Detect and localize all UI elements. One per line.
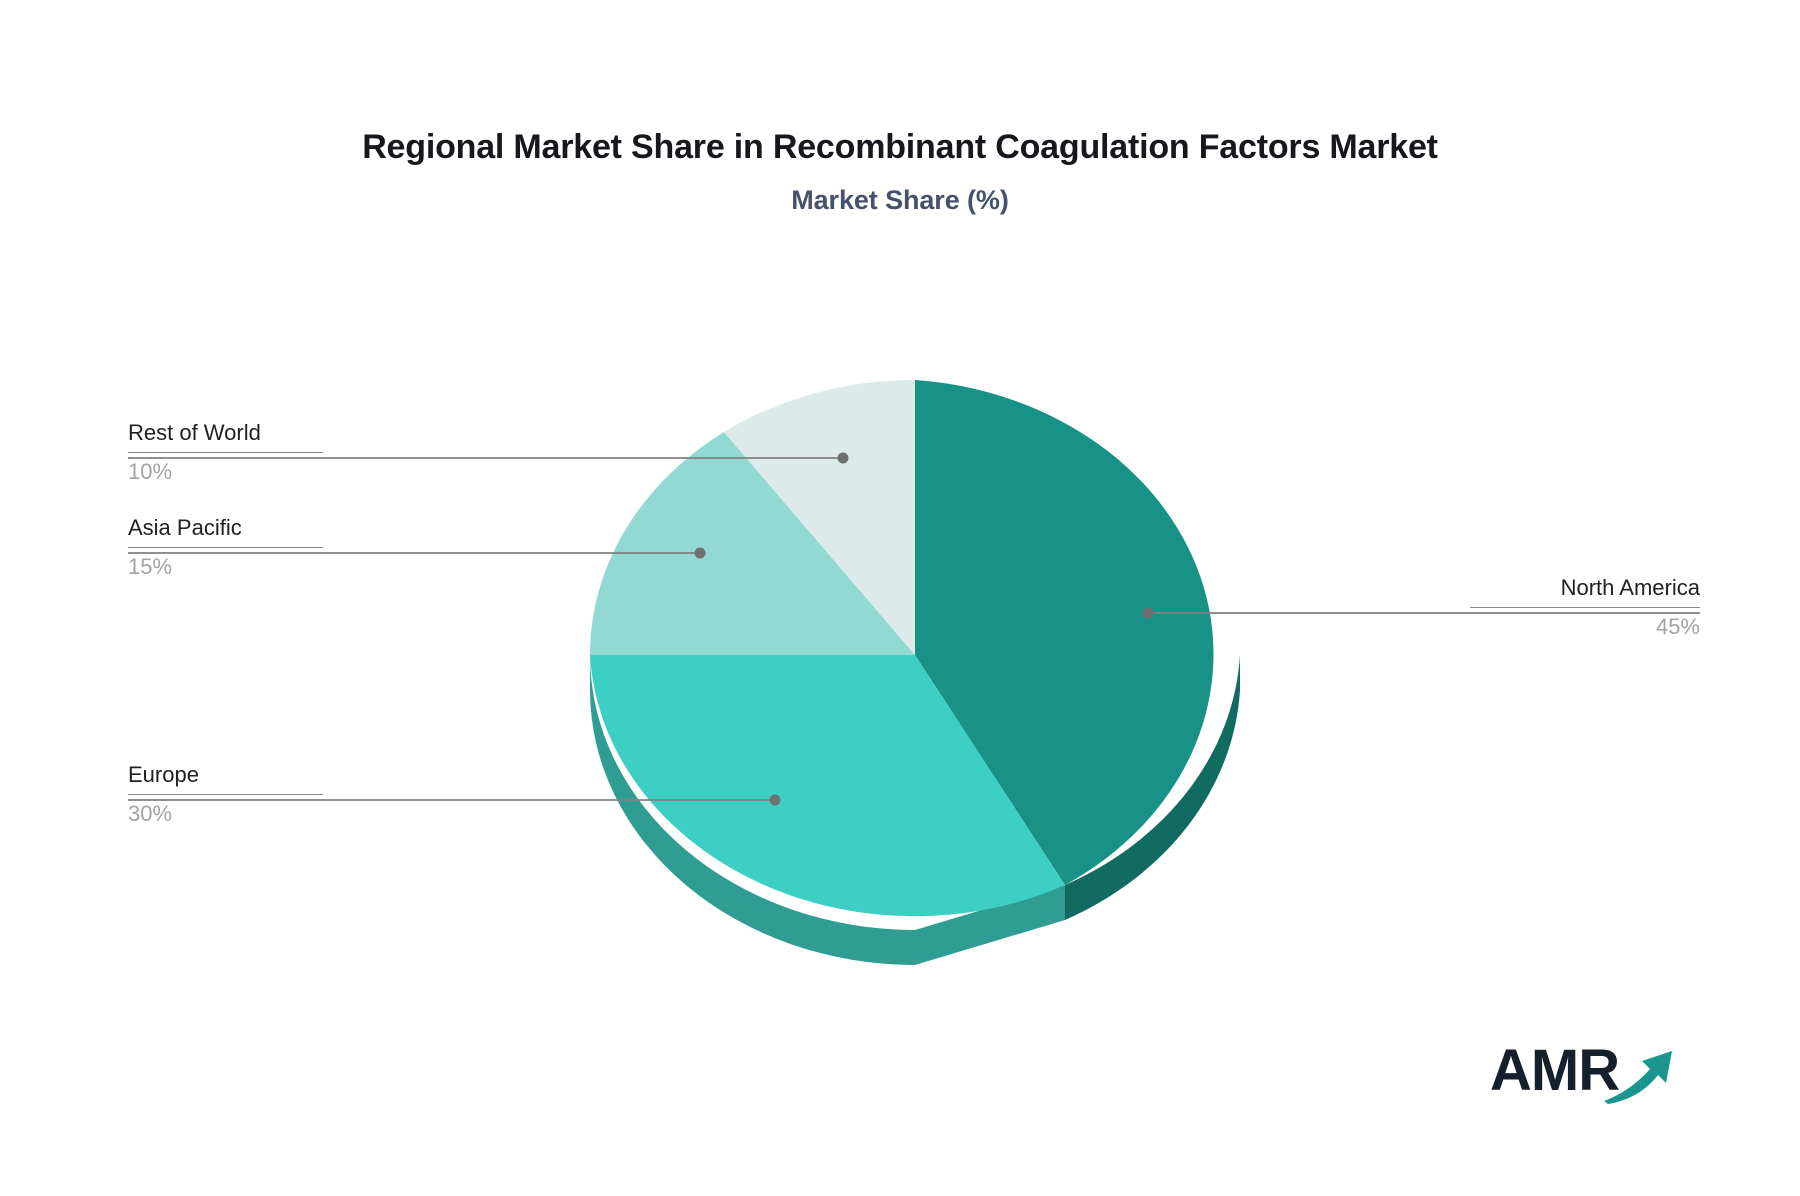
- pie-slice-asia-pacific: [589, 432, 915, 655]
- callout-label-rest-of-world: Rest of World: [128, 420, 261, 445]
- pie-slice-north-america: [915, 380, 1214, 885]
- callout-value-north-america: 45%: [1655, 614, 1700, 639]
- leader-dot-rest-of-world: [837, 452, 849, 464]
- callout-rest-of-world: Rest of World 10%: [128, 418, 323, 487]
- amr-logo: AMR: [1490, 1035, 1680, 1115]
- leader-dot-europe: [769, 794, 781, 806]
- callout-rule: [128, 794, 323, 795]
- callout-value-europe: 30%: [128, 801, 173, 826]
- callout-label-north-america: North America: [1560, 575, 1700, 600]
- pie-slice-rest-of-world: [724, 379, 915, 655]
- amr-wordmark: AMR: [1490, 1038, 1620, 1103]
- leader-dot-north-america: [1142, 607, 1154, 619]
- pie-slice-europe: [590, 655, 1065, 917]
- callout-north-america: North America 45%: [1470, 573, 1700, 642]
- callout-rule: [128, 547, 323, 548]
- callout-asia-pacific: Asia Pacific 15%: [128, 513, 323, 582]
- callout-rule: [128, 452, 323, 453]
- pie-side-europe: [590, 655, 915, 965]
- pie-side-europe-right: [915, 885, 1065, 965]
- chart-title: Regional Market Share in Recombinant Coa…: [362, 128, 1438, 166]
- callout-rule: [1470, 607, 1700, 608]
- callout-value-asia-pacific: 15%: [128, 554, 173, 579]
- leader-dot-asia-pacific: [694, 547, 706, 559]
- chart-subtitle: Market Share (%): [791, 185, 1009, 215]
- callout-label-europe: Europe: [128, 762, 199, 787]
- callout-europe: Europe 30%: [128, 760, 323, 829]
- pie-side-north-america: [1065, 655, 1240, 920]
- callout-value-rest-of-world: 10%: [128, 459, 173, 484]
- growth-arrow-icon: [1604, 1051, 1672, 1104]
- callout-label-asia-pacific: Asia Pacific: [128, 515, 242, 540]
